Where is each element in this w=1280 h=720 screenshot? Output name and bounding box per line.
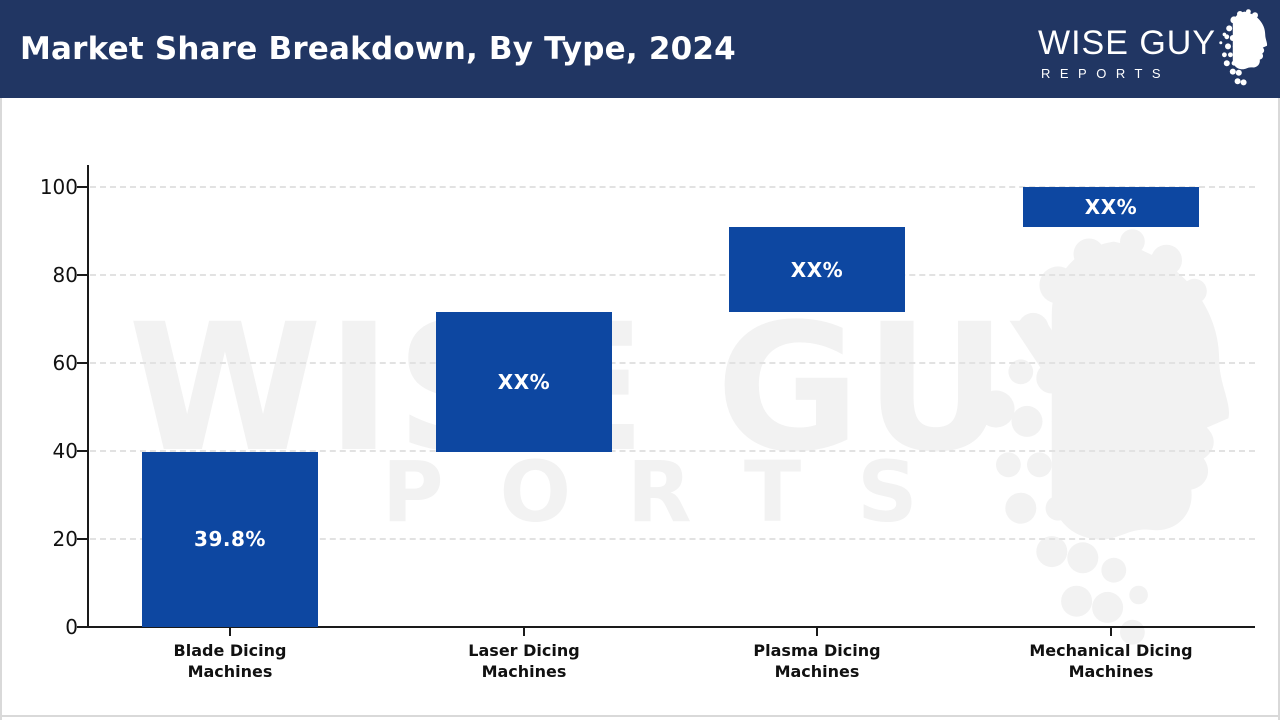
chart-title: Market Share Breakdown, By Type, 2024 [20, 31, 736, 67]
logo-wordmark: WISE GUY [1038, 24, 1217, 62]
y-axis-spine [87, 165, 89, 628]
y-tick-label: 40 [52, 439, 78, 463]
x-category-label: Laser Dicing Machines [409, 640, 639, 682]
bar-segment: XX% [1023, 187, 1199, 228]
x-category-label-line: Machines [187, 662, 273, 681]
bar-value-label: XX% [497, 370, 551, 395]
left-border [0, 98, 2, 720]
y-tick-label: 80 [52, 263, 78, 287]
y-tick-mark [77, 538, 88, 540]
bar-value-label: 39.8% [194, 527, 266, 552]
x-category-label-line: Mechanical Dicing [1029, 641, 1193, 660]
y-tick-mark [77, 626, 88, 628]
grid-line [90, 450, 1255, 452]
x-category-label-line: Laser Dicing [468, 641, 580, 660]
x-axis-spine [87, 626, 1255, 628]
wiseguy-head-icon [1219, 9, 1268, 86]
x-tick-mark [1110, 628, 1112, 636]
x-tick-mark [816, 628, 818, 636]
x-tick-mark [229, 628, 231, 636]
x-category-label-line: Blade Dicing [173, 641, 287, 660]
x-category-label-line: Machines [774, 662, 860, 681]
y-tick-label: 0 [65, 615, 78, 639]
y-tick-label: 60 [52, 351, 78, 375]
bar-value-label: XX% [790, 257, 844, 282]
x-category-label: Plasma Dicing Machines [702, 640, 932, 682]
brand-logo: WISE GUY REPORTS [1030, 6, 1270, 94]
x-category-label-line: Machines [481, 662, 567, 681]
y-tick-mark [77, 450, 88, 452]
bar-segment: 39.8% [142, 451, 318, 627]
grid-line [90, 186, 1255, 188]
x-category-label-line: Machines [1068, 662, 1154, 681]
x-category-label-line: Plasma Dicing [753, 641, 881, 660]
y-tick-label: 20 [52, 527, 78, 551]
grid-line [90, 362, 1255, 364]
bottom-border [0, 715, 1280, 717]
watermark-reports-text: PORTS [382, 443, 974, 541]
grid-line [90, 274, 1255, 276]
bar-segment: XX% [729, 227, 905, 313]
bar-value-label: XX% [1084, 195, 1138, 220]
right-border [1278, 98, 1280, 720]
x-tick-mark [523, 628, 525, 636]
x-category-label: Mechanical Dicing Machines [996, 640, 1226, 682]
y-tick-mark [77, 274, 88, 276]
y-tick-mark [77, 186, 88, 188]
x-category-label: Blade Dicing Machines [115, 640, 345, 682]
header-banner: Market Share Breakdown, By Type, 2024 WI… [0, 0, 1280, 98]
bar-segment: XX% [436, 312, 612, 452]
y-tick-mark [77, 362, 88, 364]
wiseguy-head-watermark-icon [977, 229, 1229, 645]
y-tick-label: 100 [39, 175, 78, 199]
grid-line [90, 538, 1255, 540]
logo-subtext: REPORTS [1041, 66, 1171, 81]
